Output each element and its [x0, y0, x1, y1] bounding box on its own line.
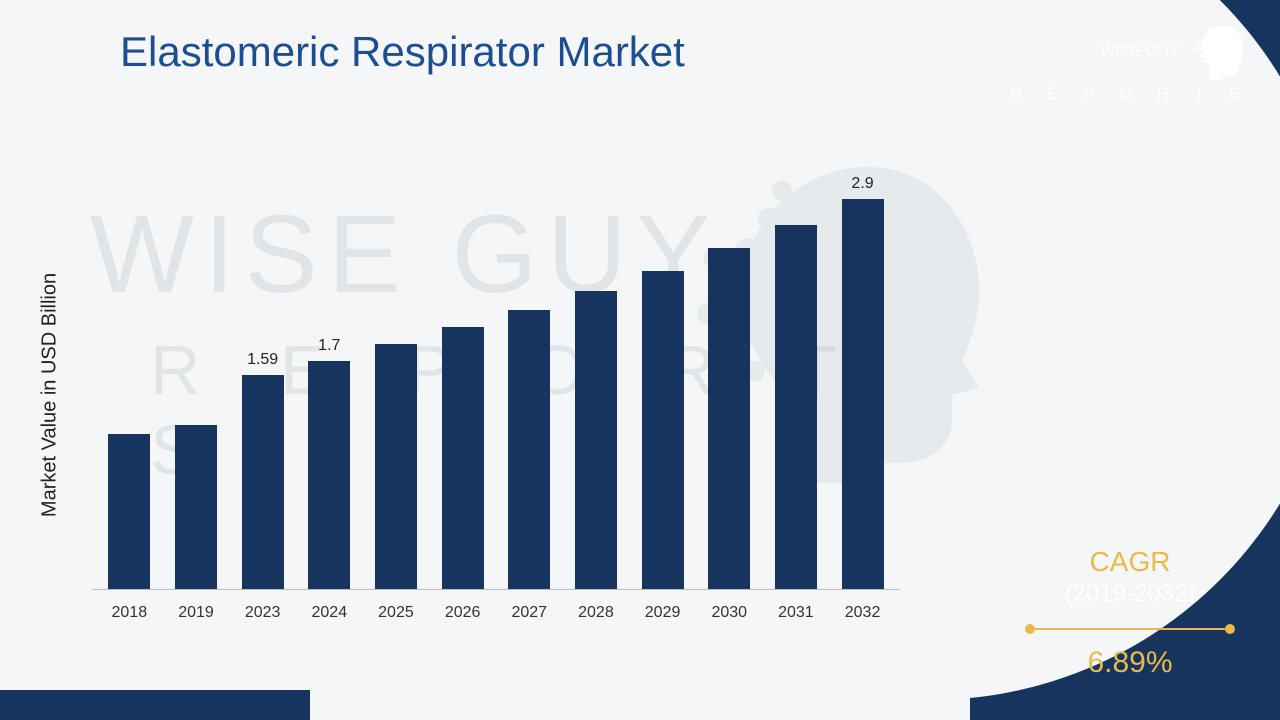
- bar-2025: [363, 320, 430, 589]
- bars-container: 1.59 1.7 2.9: [92, 160, 900, 589]
- bar-2029: [629, 247, 696, 589]
- bar-2026: [429, 303, 496, 589]
- bar-value-label: 1.7: [318, 337, 340, 357]
- bar-rect: [842, 199, 884, 589]
- bar-2018: [96, 410, 163, 589]
- x-tick-label: 2031: [763, 594, 830, 630]
- bar-rect: [775, 225, 817, 589]
- x-tick-label: 2023: [229, 594, 296, 630]
- x-tick-label: 2027: [496, 594, 563, 630]
- bar-rect: [308, 361, 350, 589]
- brand-head-icon: [1192, 22, 1250, 82]
- x-tick-label: 2029: [629, 594, 696, 630]
- bar-2028: [563, 267, 630, 589]
- bar-rect: [108, 434, 150, 589]
- x-tick-label: 2026: [429, 594, 496, 630]
- x-tick-label: 2018: [96, 594, 163, 630]
- x-tick-label: 2030: [696, 594, 763, 630]
- x-tick-label: 2025: [363, 594, 430, 630]
- brand-logo: WISE GUY R E P O R T S: [990, 22, 1250, 104]
- x-axis-labels: 2018201920232024202520262027202820292030…: [92, 594, 900, 630]
- bar-2030: [696, 224, 763, 589]
- market-infographic: WISE GUY R E P O R T S Elastomeric Respi…: [0, 0, 1280, 720]
- bar-2019: [163, 401, 230, 589]
- bar-2023: 1.59: [229, 351, 296, 589]
- cagr-period: (2019-2032): [1020, 580, 1240, 608]
- bar-value-label: 2.9: [851, 175, 873, 195]
- x-tick-label: 2028: [563, 594, 630, 630]
- x-tick-label: 2019: [163, 594, 230, 630]
- bar-rect: [575, 291, 617, 589]
- bar-rect: [442, 327, 484, 589]
- x-tick-label: 2032: [829, 594, 896, 630]
- cagr-block: CAGR (2019-2032) 6.89%: [1020, 546, 1240, 680]
- bar-rect: [708, 248, 750, 589]
- bar-2032: 2.9: [829, 175, 896, 589]
- bottom-strip: [0, 690, 310, 720]
- bar-rect: [375, 344, 417, 589]
- bar-rect: [175, 425, 217, 589]
- bar-rect: [242, 375, 284, 589]
- x-tick-label: 2024: [296, 594, 363, 630]
- brand-line2: R E P O R T S: [990, 84, 1250, 104]
- y-axis-label: Market Value in USD Billion: [39, 273, 62, 517]
- bar-chart: Market Value in USD Billion 1.591.72.9 2…: [70, 160, 900, 630]
- cagr-divider: [1030, 628, 1230, 630]
- bar-2027: [496, 286, 563, 590]
- bar-rect: [508, 310, 550, 590]
- chart-title: Elastomeric Respirator Market: [120, 28, 685, 76]
- bar-rect: [642, 271, 684, 589]
- bar-2031: [763, 201, 830, 589]
- brand-line1: WISE GUY: [1100, 43, 1180, 60]
- plot-area: 1.59 1.7 2.9: [92, 160, 900, 590]
- bar-2024: 1.7: [296, 337, 363, 589]
- bar-value-label: 1.59: [247, 351, 278, 371]
- cagr-title: CAGR: [1020, 546, 1240, 578]
- cagr-value: 6.89%: [1020, 646, 1240, 680]
